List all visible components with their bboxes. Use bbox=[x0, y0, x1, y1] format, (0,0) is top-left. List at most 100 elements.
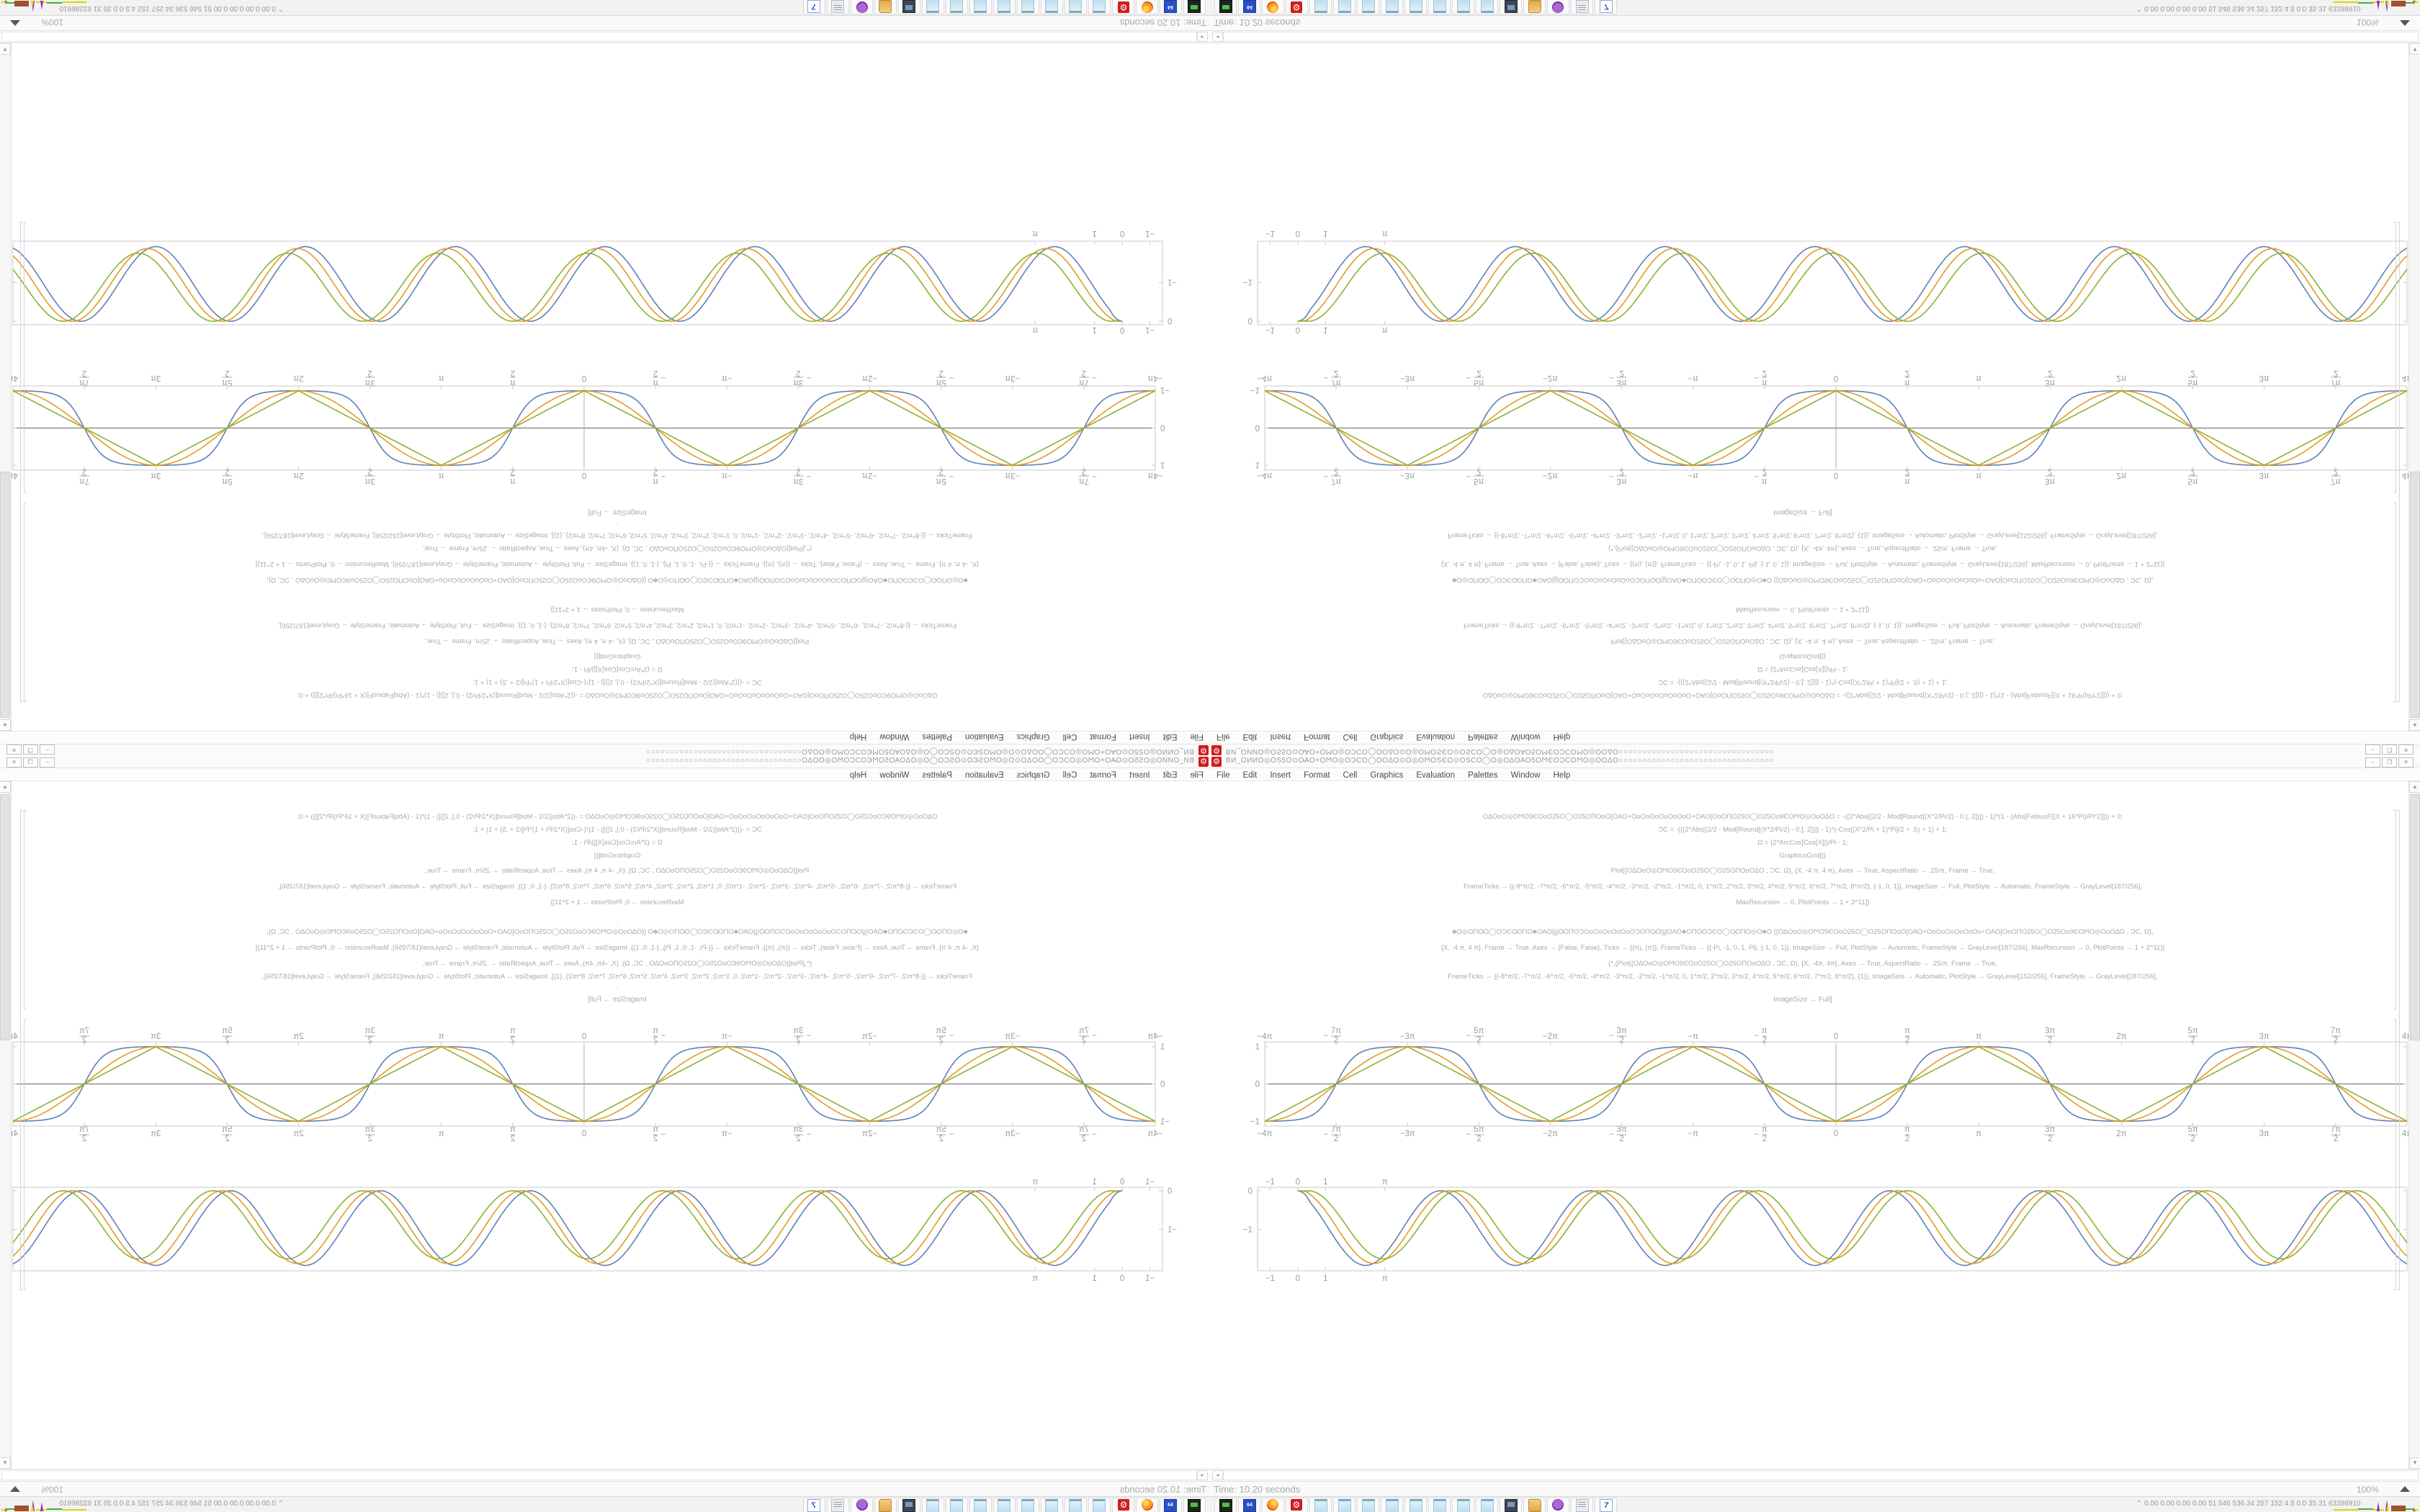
taskbar-button-scroll-doc-15[interactable] bbox=[1571, 1498, 1593, 1512]
taskbar-button-notepad-9[interactable] bbox=[969, 0, 992, 14]
taskbar-button-folder-13[interactable] bbox=[1523, 1498, 1546, 1512]
taskbar-button-notepad-8[interactable] bbox=[993, 0, 1016, 14]
taskbar-button-notepad-7[interactable] bbox=[1381, 0, 1403, 14]
menu-graphics[interactable]: Graphics bbox=[1016, 771, 1050, 780]
taskbar-button-display-dark-0[interactable] bbox=[1183, 1498, 1206, 1512]
vertical-scrollbar[interactable]: ▲ ▼ bbox=[0, 781, 12, 1469]
minimize-button[interactable]: – bbox=[2365, 757, 2380, 768]
menu-cell[interactable]: Cell bbox=[1062, 732, 1077, 741]
taskbar-button-notepad-5[interactable] bbox=[1065, 0, 1087, 14]
menu-evaluation[interactable]: Evaluation bbox=[964, 771, 1004, 780]
cell-bracket-output[interactable] bbox=[24, 222, 27, 493]
horizontal-scrollbar[interactable]: ◂ bbox=[1210, 30, 2420, 43]
close-button[interactable]: ✕ bbox=[6, 744, 22, 755]
cell-bracket-group[interactable] bbox=[2397, 222, 2400, 702]
taskbar-button-floppy-64-1[interactable]: 64 bbox=[1160, 0, 1182, 14]
vertical-scrollbar[interactable]: ▲ ▼ bbox=[0, 43, 12, 731]
taskbar-button-notepad-4[interactable] bbox=[1088, 0, 1111, 14]
taskbar-button-red-gear-3[interactable]: ⚙ bbox=[1286, 0, 1308, 14]
taskbar-button-monitor-cam-12[interactable] bbox=[1500, 1498, 1522, 1512]
taskbar-button-floppy-64-1[interactable]: 64 bbox=[1238, 0, 1260, 14]
code-line-2[interactable]: ϽC = -(((2*Abs[(2/2 - Mod[Round[(X*2/Pi/… bbox=[1658, 826, 1948, 834]
menu-insert[interactable]: Insert bbox=[1129, 732, 1150, 741]
code-line-4[interactable]: GraphicsGrid[{{ bbox=[1779, 852, 1827, 860]
window-titlebar[interactable]: ⚙ ВИ_ОИИО◎ОЅ5О⊙О̴АО+ОϺО◎ОϽϹО◯ООΔО⊙О◎ОϺОЅ… bbox=[0, 756, 1210, 768]
code-line-14[interactable]: ImageSize → Full] bbox=[1773, 996, 1832, 1004]
code-line-7[interactable]: MaxRecursion → 0, PlotPoints → 1 + 2^11]… bbox=[1736, 899, 1870, 906]
menu-file[interactable]: File bbox=[1216, 771, 1230, 780]
scroll-up-button[interactable]: ▲ bbox=[0, 719, 11, 731]
cell-bracket-output[interactable] bbox=[2393, 222, 2396, 493]
window-titlebar[interactable]: ⚙ ВИ_ОИИО◎ОЅ5О⊙О̴АО+ОϺО◎ОϽϹО◯ООΔО⊙О◎ОϺОЅ… bbox=[1210, 756, 2420, 768]
code-line-3[interactable]: Ω = (2*ArcCos[Cos[X]])/Pi - 1; bbox=[1757, 839, 1848, 847]
vertical-scroll-thumb[interactable] bbox=[0, 472, 10, 718]
taskbar-button-scroll-doc-15[interactable] bbox=[1571, 0, 1593, 14]
restore-button[interactable]: ❐ bbox=[2382, 744, 2397, 755]
taskbar-button-scroll-doc-15[interactable] bbox=[827, 1498, 849, 1512]
taskbar-button-notepad-4[interactable] bbox=[1309, 0, 1332, 14]
menu-format[interactable]: Format bbox=[1304, 771, 1330, 780]
taskbar-button-folder-13[interactable] bbox=[874, 0, 897, 14]
code-line-6[interactable]: FrameTicks → {{-8*π/2, -7*π/2, -6*π/2, -… bbox=[1464, 883, 2142, 891]
menu-edit[interactable]: Edit bbox=[1242, 732, 1258, 741]
menu-window[interactable]: Window bbox=[879, 732, 910, 741]
cell-bracket-output[interactable] bbox=[2393, 1019, 2396, 1290]
menu-palettes[interactable]: Palettes bbox=[922, 732, 952, 741]
menu-palettes[interactable]: Palettes bbox=[1468, 771, 1498, 780]
taskbar-button-floppy-64-1[interactable]: 64 bbox=[1160, 1498, 1182, 1512]
window-titlebar[interactable]: ⚙ ВИ_ОИИО◎ОЅ5О⊙О̴АО+ОϺО◎ОϽϹО◯ООΔО⊙О◎ОϺОЅ… bbox=[1210, 744, 2420, 756]
menu-cell[interactable]: Cell bbox=[1343, 771, 1358, 780]
close-button[interactable]: ✕ bbox=[2398, 744, 2414, 755]
menu-file[interactable]: File bbox=[1216, 732, 1230, 741]
menu-help[interactable]: Help bbox=[849, 771, 867, 780]
zoom-level[interactable]: 100% bbox=[41, 1485, 63, 1495]
resize-grip-icon[interactable] bbox=[10, 1486, 20, 1492]
taskbar-button-red-gear-3[interactable]: ⚙ bbox=[1112, 1498, 1134, 1512]
taskbar-button-notepad-5[interactable] bbox=[1333, 1498, 1355, 1512]
taskbar-button-notepad-9[interactable] bbox=[1428, 0, 1451, 14]
scroll-down-button[interactable]: ▼ bbox=[0, 43, 11, 55]
horizontal-scroll-track[interactable] bbox=[1, 1470, 1197, 1480]
code-line-1[interactable]: ΟΔΟοΟ◎ΟϺΟ9ЄΟοΟ25Ο◯Ο25ΟΠΟοΟ[ΟΑΟ+ΟοΟοΟοΟοΟ… bbox=[1482, 813, 2123, 821]
taskbar-button-firefox-2[interactable] bbox=[1136, 0, 1158, 14]
menu-file[interactable]: File bbox=[1190, 732, 1204, 741]
taskbar-button-notepad-10[interactable] bbox=[946, 0, 968, 14]
taskbar-button-red-gear-3[interactable]: ⚙ bbox=[1286, 1498, 1308, 1512]
taskbar-button-notepad-7[interactable] bbox=[1017, 1498, 1039, 1512]
code-line-9[interactable]: ♣Ο◎ΟΠΟ̴Ο◯ΟϽЄΟ̴ΟΠΟ♣ΟΑΟϢΟ̴ΟΠΟϽΟοΟοΟοΟοΟοΟϽ… bbox=[1452, 928, 2154, 936]
menu-edit[interactable]: Edit bbox=[1242, 771, 1258, 780]
taskbar-button-firefox-2[interactable] bbox=[1136, 1498, 1158, 1512]
menu-file[interactable]: File bbox=[1190, 771, 1204, 780]
horizontal-scrollbar[interactable]: ◂ bbox=[0, 1469, 1210, 1482]
taskbar-button-notepad-8[interactable] bbox=[993, 1498, 1016, 1512]
code-line-8[interactable]: , bbox=[1802, 919, 1803, 924]
menu-format[interactable]: Format bbox=[1090, 732, 1116, 741]
taskbar-button-purple-face-14[interactable] bbox=[851, 1498, 873, 1512]
taskbar-button-notepad-7[interactable] bbox=[1017, 0, 1039, 14]
scroll-up-button[interactable]: ▲ bbox=[2409, 781, 2420, 793]
zoom-level[interactable]: 100% bbox=[2357, 17, 2379, 27]
taskbar-button-notepad-11[interactable] bbox=[922, 1498, 944, 1512]
scroll-up-button[interactable]: ▲ bbox=[2409, 719, 2420, 731]
taskbar-button-notepad-11[interactable] bbox=[922, 0, 944, 14]
taskbar-button-notepad-10[interactable] bbox=[1452, 1498, 1474, 1512]
taskbar-button-notepad-5[interactable] bbox=[1333, 0, 1355, 14]
menu-insert[interactable]: Insert bbox=[1270, 771, 1291, 780]
cell-bracket-code[interactable] bbox=[2393, 810, 2396, 1009]
taskbar-button-notepad-11[interactable] bbox=[1476, 0, 1498, 14]
taskbar-button-blue-seven-16[interactable]: 7 bbox=[1595, 0, 1617, 14]
resize-grip-icon[interactable] bbox=[2400, 1486, 2410, 1492]
taskbar-button-notepad-8[interactable] bbox=[1404, 0, 1427, 14]
window-titlebar[interactable]: ⚙ ВИ_ОИИО◎ОЅ5О⊙О̴АО+ОϺО◎ОϽϹО◯ООΔО⊙О◎ОϺОЅ… bbox=[0, 744, 1210, 756]
taskbar-button-notepad-6[interactable] bbox=[1357, 1498, 1379, 1512]
minimize-button[interactable]: – bbox=[2365, 744, 2380, 755]
taskbar-button-notepad-6[interactable] bbox=[1357, 0, 1379, 14]
scroll-up-button[interactable]: ▲ bbox=[0, 781, 11, 793]
taskbar-button-notepad-7[interactable] bbox=[1381, 1498, 1403, 1512]
menu-evaluation[interactable]: Evaluation bbox=[1416, 771, 1456, 780]
menu-insert[interactable]: Insert bbox=[1270, 732, 1291, 741]
taskbar-button-notepad-5[interactable] bbox=[1065, 1498, 1087, 1512]
taskbar-button-purple-face-14[interactable] bbox=[851, 0, 873, 14]
cell-bracket-code[interactable] bbox=[24, 810, 27, 1009]
taskbar-button-blue-seven-16[interactable]: 7 bbox=[803, 0, 825, 14]
